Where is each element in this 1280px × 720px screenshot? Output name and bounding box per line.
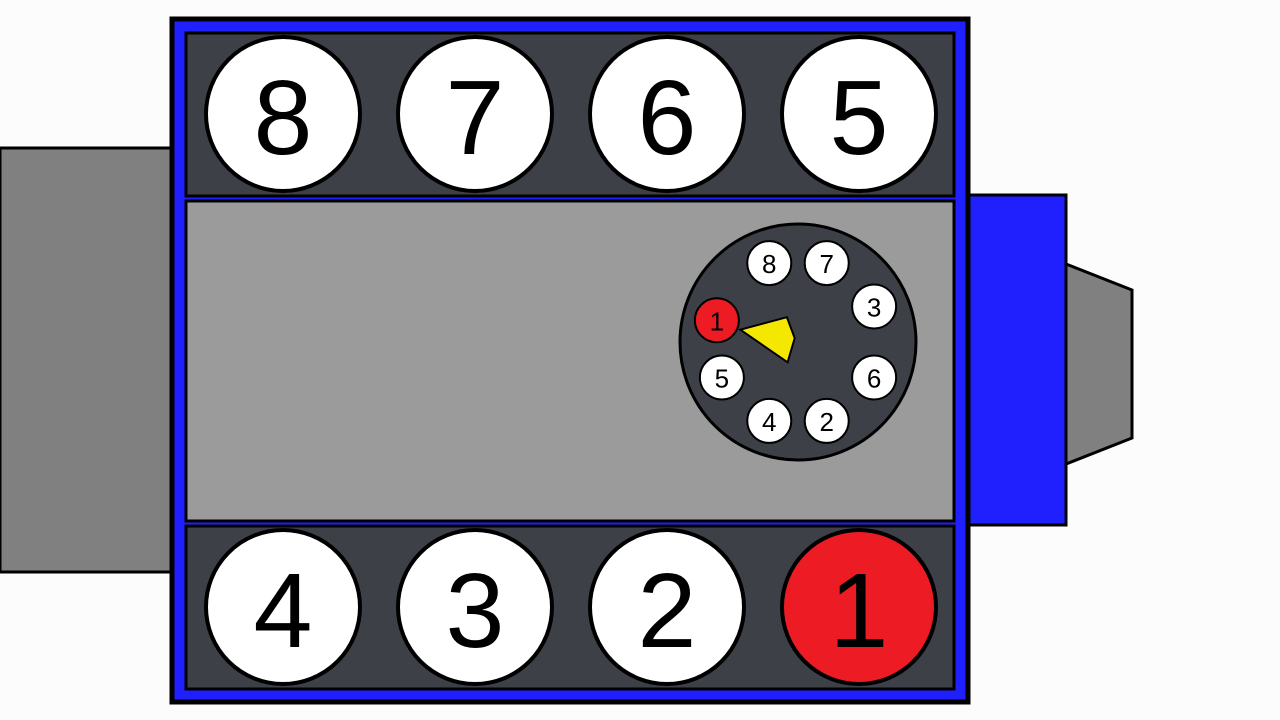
cylinder-label: 7 (446, 59, 505, 177)
terminal-label: 5 (715, 363, 729, 393)
terminal-label: 8 (762, 249, 776, 279)
cylinder-6: 6 (590, 37, 744, 191)
cylinder-label: 3 (446, 552, 505, 670)
terminal-label: 7 (819, 249, 833, 279)
cylinder-label: 8 (254, 59, 313, 177)
cylinder-3: 3 (398, 530, 552, 684)
distributor-terminal-1: 1 (695, 298, 739, 342)
firing-order-diagram: 8 7 6 5 4 3 2 1 8 7 3 6 2 4 5 1 (0, 0, 1280, 720)
cylinder-4: 4 (206, 530, 360, 684)
left-shaft (0, 148, 172, 572)
distributor-terminal-4: 4 (747, 399, 791, 443)
right-housing (968, 195, 1066, 525)
distributor-terminal-5: 5 (700, 355, 744, 399)
terminal-label: 3 (867, 293, 881, 323)
distributor-terminal-6: 6 (852, 355, 896, 399)
cylinder-label: 2 (638, 552, 697, 670)
terminal-label: 6 (867, 363, 881, 393)
cylinder-5: 5 (782, 37, 936, 191)
cylinder-label: 6 (638, 59, 697, 177)
distributor-terminal-2: 2 (805, 399, 849, 443)
terminal-label: 1 (710, 306, 724, 336)
cylinder-2: 2 (590, 530, 744, 684)
cylinder-label: 1 (830, 552, 889, 670)
cylinder-label: 5 (830, 59, 889, 177)
cylinder-label: 4 (254, 552, 313, 670)
cylinder-1: 1 (782, 530, 936, 684)
distributor-terminal-3: 3 (852, 285, 896, 329)
terminal-label: 2 (819, 407, 833, 437)
distributor-terminal-8: 8 (747, 241, 791, 285)
distributor: 8 7 3 6 2 4 5 1 (680, 224, 916, 460)
distributor-terminal-7: 7 (805, 241, 849, 285)
cylinder-7: 7 (398, 37, 552, 191)
cylinder-8: 8 (206, 37, 360, 191)
right-bevel-block (1066, 264, 1132, 464)
terminal-label: 4 (762, 407, 776, 437)
